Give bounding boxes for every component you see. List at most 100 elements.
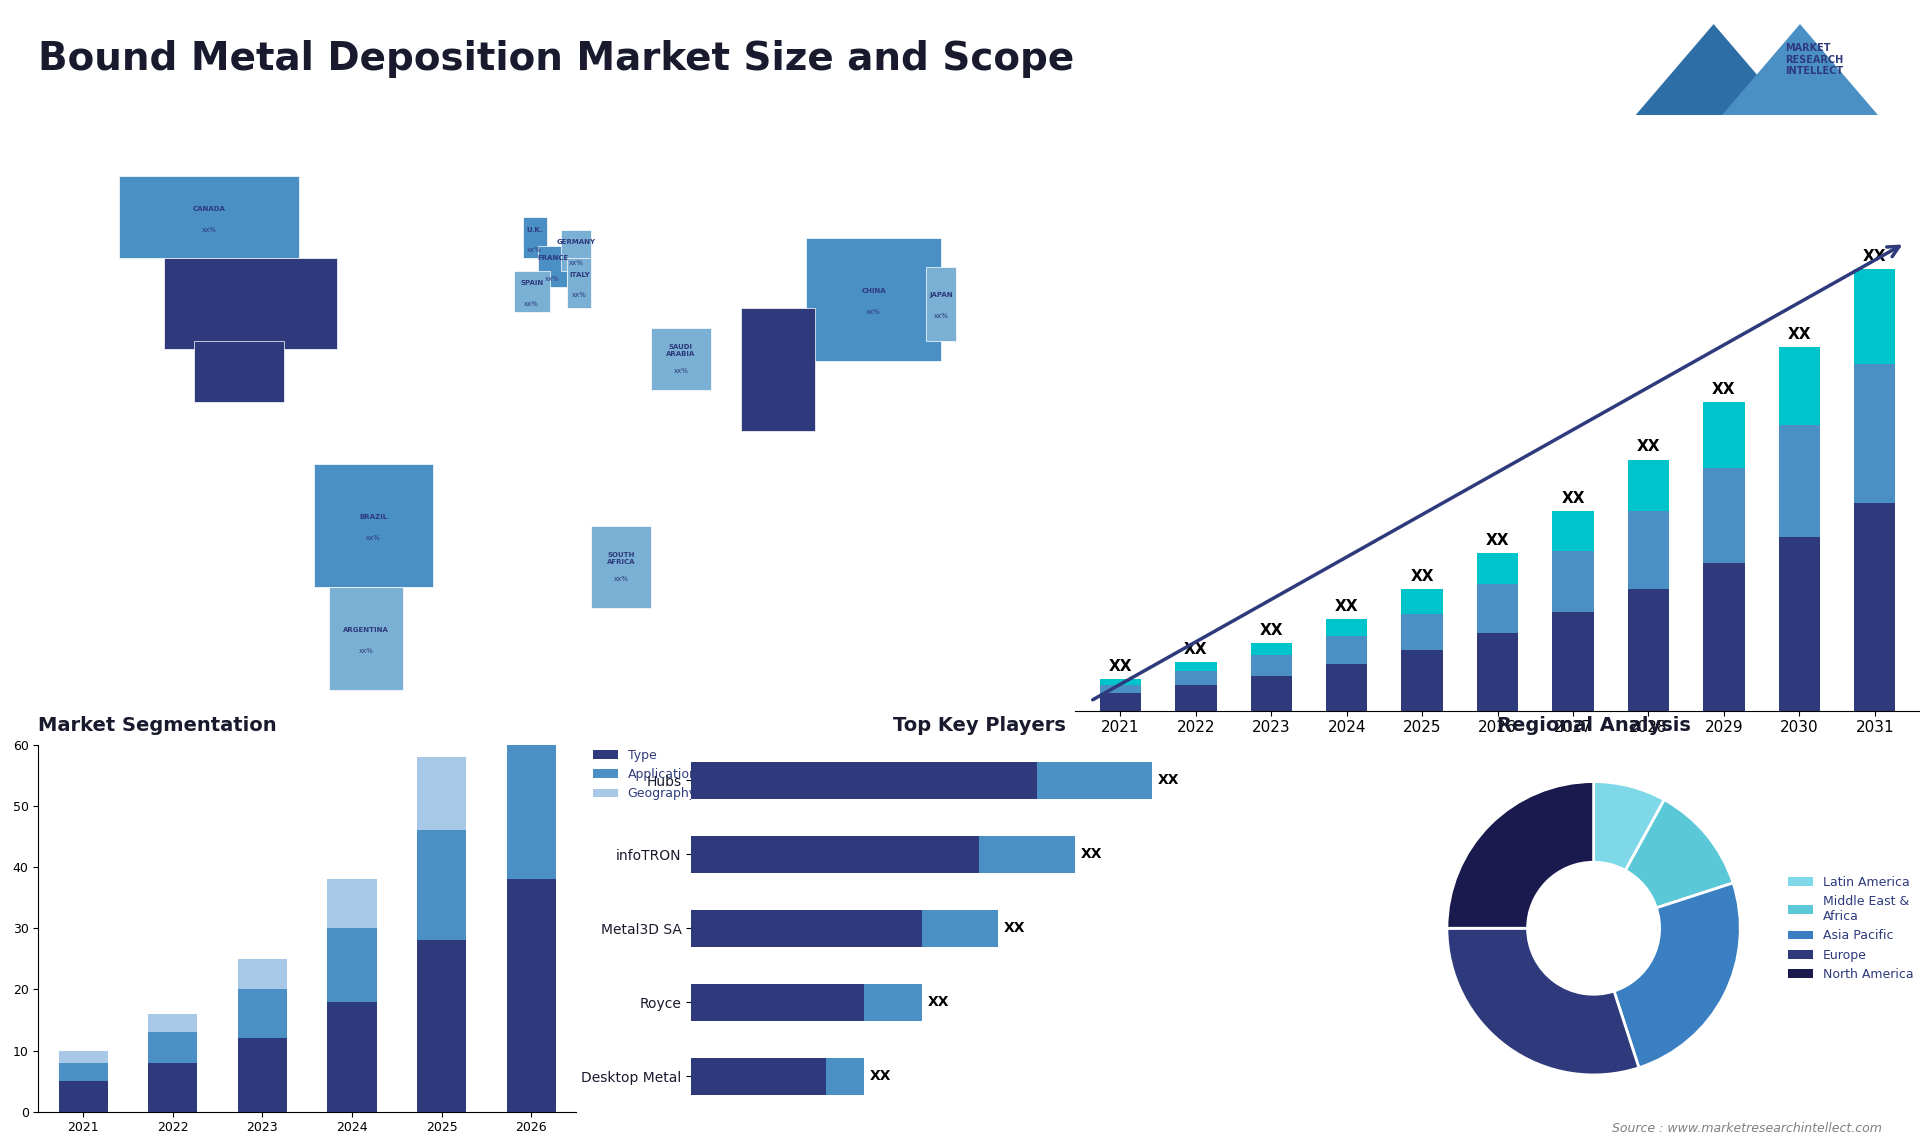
- Wedge shape: [1448, 928, 1640, 1075]
- Text: Bound Metal Deposition Market Size and Scope: Bound Metal Deposition Market Size and S…: [38, 40, 1075, 78]
- Text: xx%: xx%: [674, 369, 689, 375]
- Text: xx%: xx%: [232, 380, 246, 387]
- Legend: Latin America, Middle East &
Africa, Asia Pacific, Europe, North America: Latin America, Middle East & Africa, Asi…: [1784, 871, 1918, 986]
- Text: xx%: xx%: [359, 647, 372, 654]
- Title: Top Key Players: Top Key Players: [893, 716, 1066, 735]
- Bar: [119, 176, 300, 259]
- Text: SAUDI
ARABIA: SAUDI ARABIA: [666, 345, 695, 358]
- Bar: [515, 270, 549, 312]
- Bar: [60, 1081, 108, 1112]
- Bar: [922, 910, 998, 947]
- Bar: [979, 835, 1075, 873]
- Bar: [1327, 636, 1367, 664]
- Bar: [1703, 564, 1745, 711]
- Text: xx%: xx%: [545, 276, 561, 282]
- Bar: [148, 1014, 198, 1033]
- Bar: [1778, 425, 1820, 537]
- Bar: [1628, 589, 1668, 711]
- Text: XX: XX: [1004, 921, 1025, 935]
- Bar: [925, 267, 956, 340]
- Bar: [238, 959, 288, 989]
- Text: U.S.: U.S.: [242, 292, 259, 298]
- Text: xx%: xx%: [770, 378, 785, 385]
- Bar: [1175, 670, 1217, 684]
- Text: XX: XX: [870, 1069, 891, 1083]
- Bar: [1250, 643, 1292, 656]
- Text: XX: XX: [1561, 492, 1584, 507]
- Text: BRAZIL: BRAZIL: [359, 515, 388, 520]
- Bar: [313, 464, 434, 587]
- Bar: [1778, 537, 1820, 711]
- Bar: [864, 983, 922, 1021]
- Legend: Type, Application, Geography: Type, Application, Geography: [588, 744, 703, 806]
- Text: XX: XX: [1862, 249, 1887, 264]
- Text: MEXICO: MEXICO: [223, 360, 253, 367]
- Bar: [417, 941, 467, 1112]
- Wedge shape: [1615, 882, 1740, 1068]
- Bar: [1551, 612, 1594, 711]
- Bar: [691, 1058, 826, 1094]
- Bar: [1327, 664, 1367, 711]
- Bar: [826, 1058, 864, 1094]
- Text: JAPAN: JAPAN: [929, 292, 952, 298]
- Bar: [1476, 554, 1519, 584]
- Bar: [417, 758, 467, 831]
- Bar: [60, 1051, 108, 1062]
- Bar: [1250, 676, 1292, 711]
- Title: Regional Analysis: Regional Analysis: [1498, 716, 1690, 735]
- Text: xx%: xx%: [572, 292, 588, 298]
- Bar: [1175, 684, 1217, 711]
- Bar: [568, 259, 591, 308]
- Text: xx%: xx%: [202, 227, 217, 233]
- Text: SPAIN: SPAIN: [520, 280, 543, 286]
- Text: U.K.: U.K.: [526, 227, 543, 233]
- Bar: [328, 587, 403, 690]
- Text: XX: XX: [1185, 642, 1208, 657]
- Text: XX: XX: [1788, 327, 1811, 342]
- Bar: [1551, 551, 1594, 612]
- Bar: [1628, 460, 1668, 511]
- Bar: [507, 879, 557, 1112]
- Bar: [1551, 511, 1594, 551]
- Bar: [538, 246, 568, 288]
- Bar: [328, 928, 376, 1002]
- Bar: [1402, 613, 1444, 650]
- Bar: [806, 238, 941, 361]
- Bar: [1327, 619, 1367, 636]
- Bar: [591, 526, 651, 607]
- Polygon shape: [1628, 24, 1801, 125]
- Text: MARKET
RESEARCH
INTELLECT: MARKET RESEARCH INTELLECT: [1786, 42, 1843, 76]
- Bar: [1628, 511, 1668, 589]
- Bar: [741, 308, 816, 431]
- Bar: [1778, 347, 1820, 425]
- Bar: [1100, 684, 1140, 693]
- Bar: [1402, 589, 1444, 613]
- Bar: [1703, 402, 1745, 469]
- Bar: [417, 831, 467, 941]
- Text: INDIA: INDIA: [766, 359, 789, 364]
- Bar: [165, 259, 338, 348]
- Bar: [148, 1033, 198, 1062]
- Text: CHINA: CHINA: [862, 289, 885, 295]
- Bar: [691, 910, 922, 947]
- Text: XX: XX: [1081, 847, 1102, 861]
- Bar: [1476, 584, 1519, 633]
- Wedge shape: [1594, 782, 1665, 871]
- Text: xx%: xx%: [933, 313, 948, 319]
- Bar: [328, 879, 376, 928]
- Text: FRANCE: FRANCE: [538, 256, 568, 261]
- Text: XX: XX: [1158, 774, 1179, 787]
- Text: XX: XX: [1108, 659, 1133, 674]
- Bar: [238, 1038, 288, 1112]
- Bar: [238, 989, 288, 1038]
- Bar: [651, 328, 710, 390]
- Bar: [1476, 633, 1519, 711]
- Text: XX: XX: [927, 996, 948, 1010]
- Bar: [1100, 680, 1140, 684]
- Bar: [691, 835, 979, 873]
- Text: xx%: xx%: [367, 535, 380, 541]
- Text: xx%: xx%: [528, 248, 541, 253]
- Text: XX: XX: [1713, 383, 1736, 398]
- Text: XX: XX: [1411, 570, 1434, 584]
- Text: SOUTH
AFRICA: SOUTH AFRICA: [607, 552, 636, 565]
